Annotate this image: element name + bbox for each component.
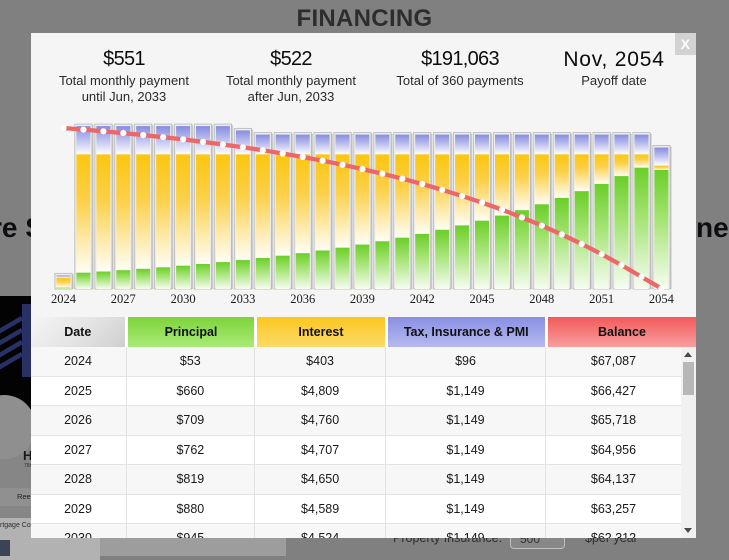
svg-text:2051: 2051 <box>589 292 614 306</box>
svg-text:2033: 2033 <box>230 292 255 306</box>
svg-text:2048: 2048 <box>529 292 554 306</box>
svg-text:2045: 2045 <box>469 292 494 306</box>
svg-text:2030: 2030 <box>170 292 195 306</box>
svg-text:2054: 2054 <box>648 292 674 306</box>
svg-text:2042: 2042 <box>409 292 434 306</box>
svg-text:2039: 2039 <box>349 292 374 306</box>
svg-text:2027: 2027 <box>110 292 135 306</box>
svg-text:2036: 2036 <box>290 292 315 306</box>
svg-text:2024: 2024 <box>51 292 77 306</box>
